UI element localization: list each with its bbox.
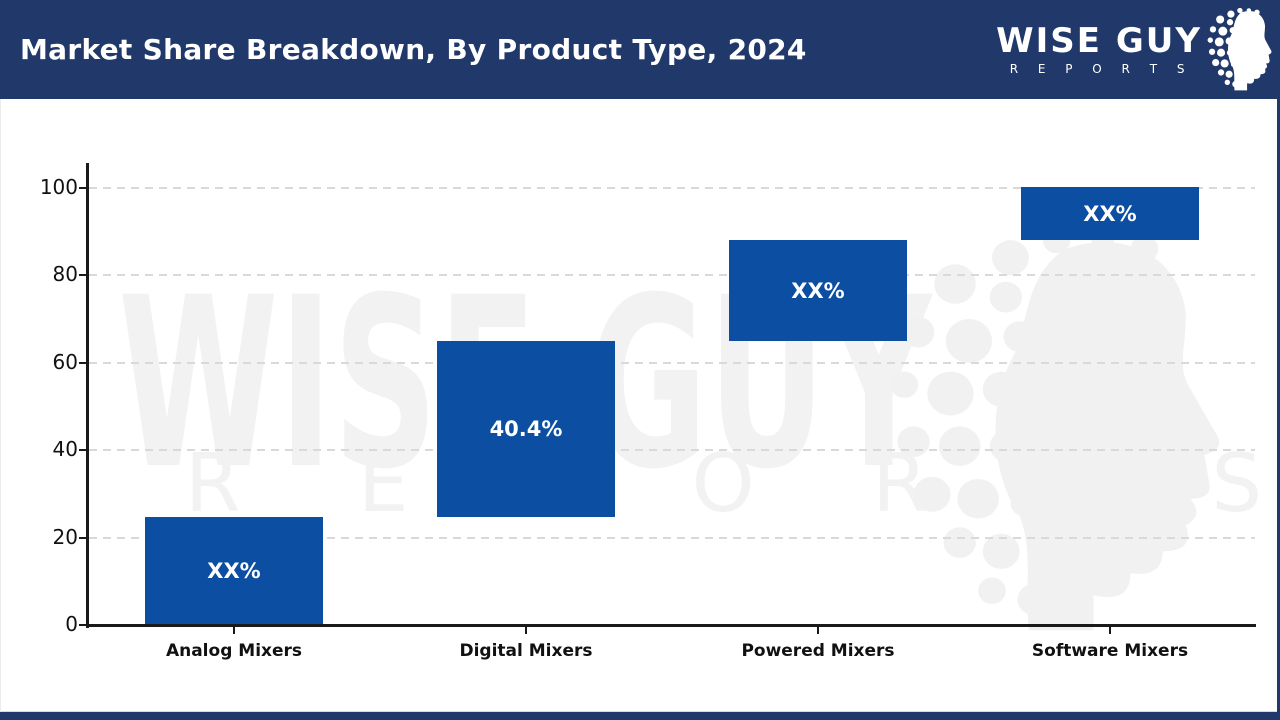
bar-value-label: XX% (1083, 201, 1137, 226)
logo-subtitle: R E P O R T S (1009, 62, 1193, 76)
plot-area: WISE GUY R E P O R T S 0 20 40 60 80 100 XX% An… (0, 99, 1280, 712)
page-title: Market Share Breakdown, By Product Type,… (20, 33, 807, 66)
left-border (0, 99, 1, 712)
header-bar: Market Share Breakdown, By Product Type,… (0, 0, 1280, 99)
y-tick-label: 100 (39, 174, 78, 199)
bottom-hairline (0, 711, 1280, 712)
y-tick-mark (79, 361, 88, 364)
x-tick-mark (233, 627, 235, 634)
x-tick-label: Analog Mixers (165, 641, 303, 661)
y-tick-mark (79, 449, 88, 451)
chart-layer: 0 20 40 60 80 100 XX% Analog Mixers 40.4% Digital… (0, 99, 1280, 712)
bar: XX% (145, 517, 323, 625)
gridline (89, 186, 1255, 189)
bar: XX% (729, 240, 907, 341)
y-tick-mark (79, 536, 88, 539)
y-tick-label: 80 (52, 262, 78, 286)
y-tick-label: 20 (52, 524, 78, 549)
bar: 40.4% (437, 340, 615, 518)
x-tick-label: Software Mixers (1031, 641, 1189, 661)
bar-value-label: XX% (791, 278, 845, 303)
gridline (89, 536, 1255, 539)
gridline (89, 449, 1255, 451)
y-tick-mark (79, 186, 88, 189)
x-tick-label: Digital Mixers (459, 641, 593, 661)
y-tick-mark (79, 274, 88, 276)
x-axis-line (86, 624, 1256, 627)
y-tick-label: 0 (65, 612, 78, 636)
x-tick-label: Powered Mixers (741, 641, 895, 661)
wiseguy-logo: WISE GUY R E P O R T S (996, 5, 1274, 95)
right-border (1277, 0, 1280, 720)
y-axis-line (86, 163, 89, 628)
bar-value-label: 40.4% (489, 417, 563, 441)
bar: XX% (1021, 186, 1199, 241)
x-tick-mark (1109, 627, 1111, 634)
x-tick-mark (817, 627, 819, 634)
bar-value-label: XX% (207, 559, 261, 584)
y-tick-label: 40 (52, 437, 78, 461)
logo-wordmark: WISE GUY (996, 21, 1202, 61)
gridline (89, 361, 1255, 364)
y-tick-mark (79, 624, 88, 626)
gridline (89, 274, 1255, 276)
logo-head-icon (1207, 7, 1272, 90)
footer-bar (0, 712, 1280, 720)
y-tick-label: 60 (52, 349, 78, 374)
x-tick-mark (525, 627, 527, 634)
